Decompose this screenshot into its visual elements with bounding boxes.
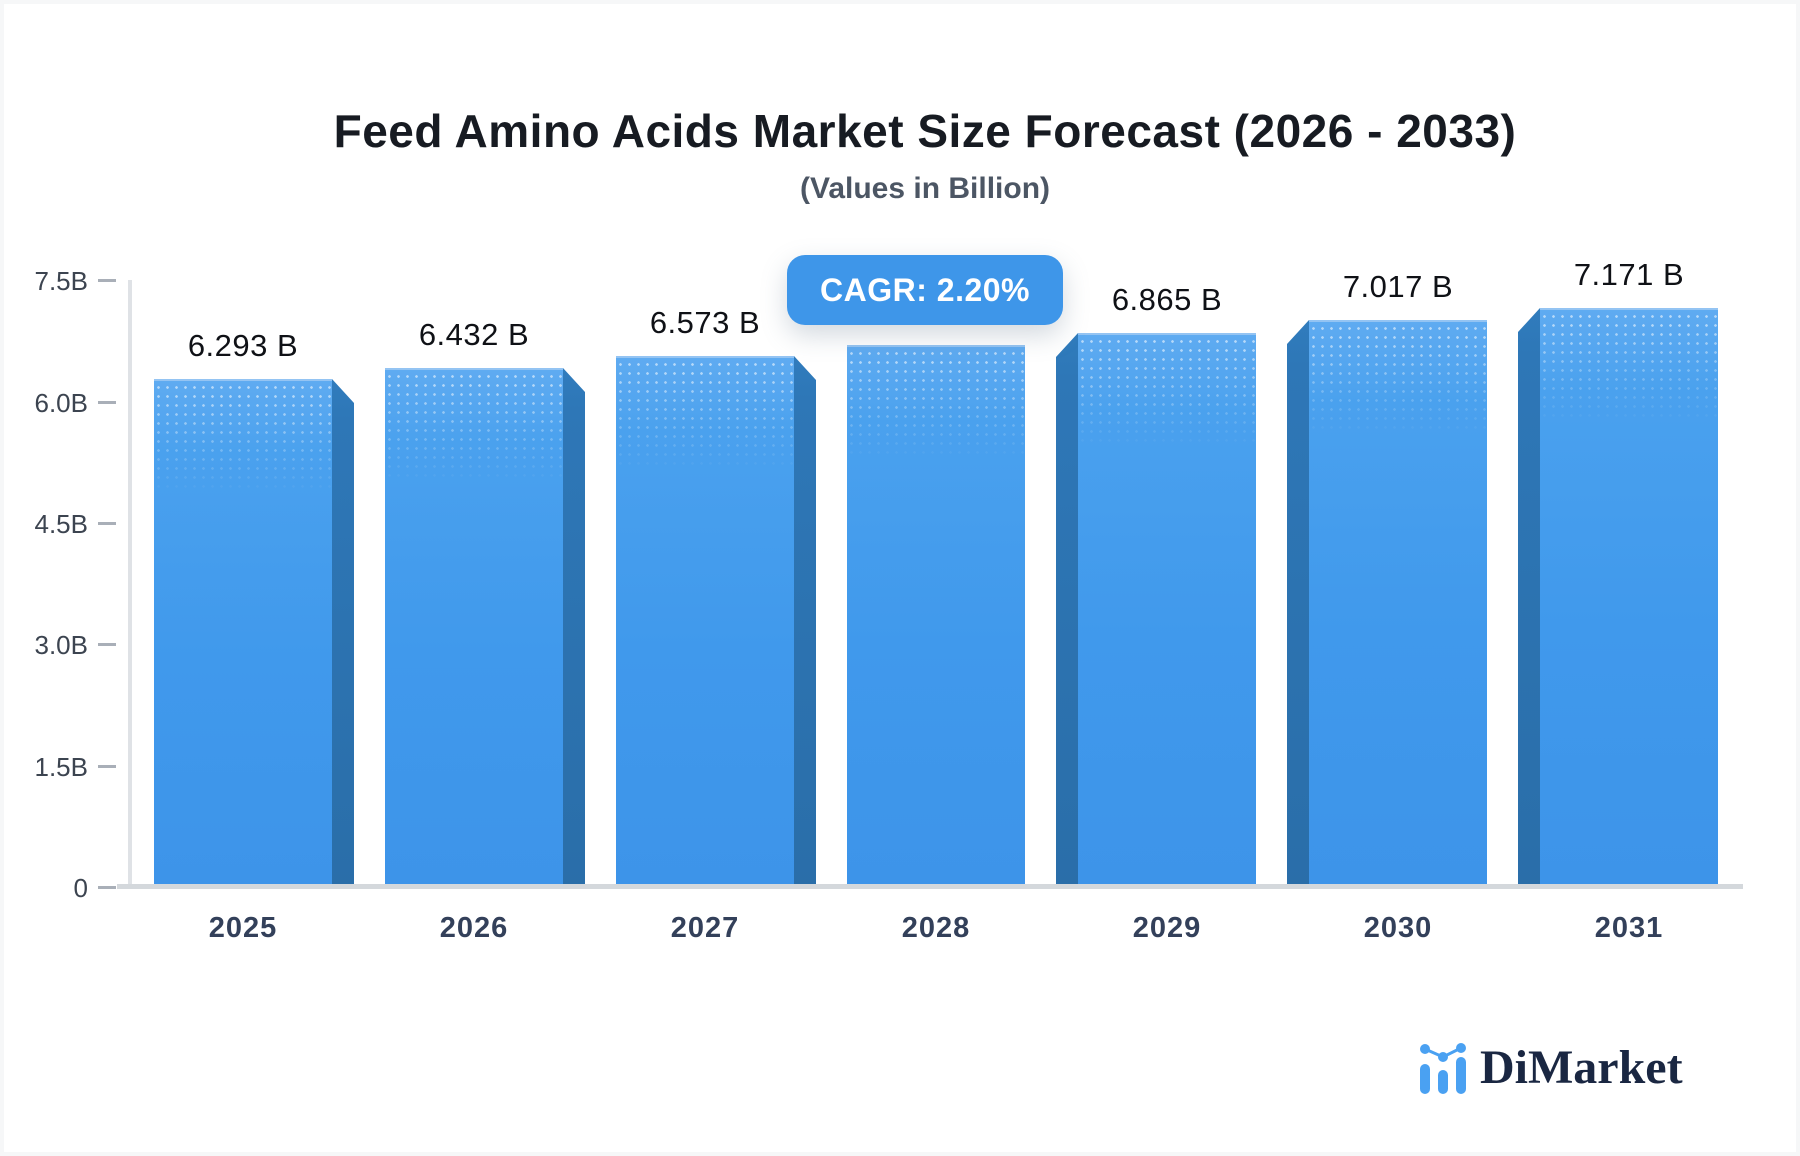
bar-value-label: 7.171 B — [1573, 257, 1685, 292]
y-tick-mark — [98, 765, 116, 768]
brand-name: DiMarket — [1480, 1041, 1683, 1094]
bar — [1540, 308, 1718, 888]
bar — [1309, 320, 1487, 888]
chart-title: Feed Amino Acids Market Size Forecast (2… — [333, 105, 1517, 157]
x-axis-label: 2026 — [439, 912, 509, 944]
x-axis-label: 2031 — [1594, 912, 1664, 944]
y-tick-label: 3.0B — [34, 630, 89, 660]
bar-side-face — [1518, 308, 1540, 888]
brand-logo: DiMarket — [1418, 1038, 1683, 1094]
bar-side-face — [1287, 320, 1309, 888]
bar-side-face — [563, 368, 585, 888]
y-tick-label: 6.0B — [34, 388, 89, 418]
y-tick-mark — [98, 886, 116, 889]
bar-top-texture — [1309, 324, 1487, 436]
x-axis-label: 2030 — [1363, 912, 1433, 944]
x-axis-label: 2028 — [901, 912, 971, 944]
bar-side-face — [794, 356, 816, 888]
y-tick-mark — [98, 522, 116, 525]
x-axis-label: 2025 — [208, 912, 278, 944]
bar-value-label: 6.293 B — [187, 328, 299, 363]
bar-side-face — [332, 379, 354, 888]
bar-top-texture — [1078, 337, 1256, 449]
bar-value-label: 6.865 B — [1111, 282, 1223, 317]
bar-value-label: 7.017 B — [1342, 269, 1454, 304]
bar-side-face — [1056, 333, 1078, 888]
x-axis-line — [117, 884, 1743, 889]
y-tick-mark — [98, 643, 116, 646]
bar — [616, 356, 794, 888]
bar-top-texture — [847, 349, 1025, 461]
x-axis-label: 2027 — [670, 912, 740, 944]
x-axis-label: 2029 — [1132, 912, 1202, 944]
bar — [154, 379, 332, 888]
bar — [847, 345, 1025, 888]
y-axis-line — [128, 280, 132, 888]
y-tick-mark — [98, 279, 116, 282]
y-tick-mark — [98, 401, 116, 404]
bar-top-texture — [385, 372, 563, 484]
bar-top-texture — [154, 383, 332, 495]
bar — [385, 368, 563, 888]
y-tick-label: 7.5B — [34, 266, 89, 296]
chart-subtitle: (Values in Billion) — [799, 172, 1051, 205]
bar-top-texture — [1540, 312, 1718, 424]
bar-value-label: 6.432 B — [418, 317, 530, 352]
bar-top-texture — [616, 360, 794, 472]
bar-chart-line-logo-icon — [1420, 1043, 1466, 1094]
y-tick-label: 0 — [73, 873, 88, 903]
y-tick-label: 1.5B — [34, 752, 89, 782]
bar — [1078, 333, 1256, 888]
y-tick-label: 4.5B — [34, 509, 89, 539]
bar-value-label: 6.573 B — [649, 305, 761, 340]
cagr-badge: CAGR: 2.20% — [787, 255, 1063, 325]
